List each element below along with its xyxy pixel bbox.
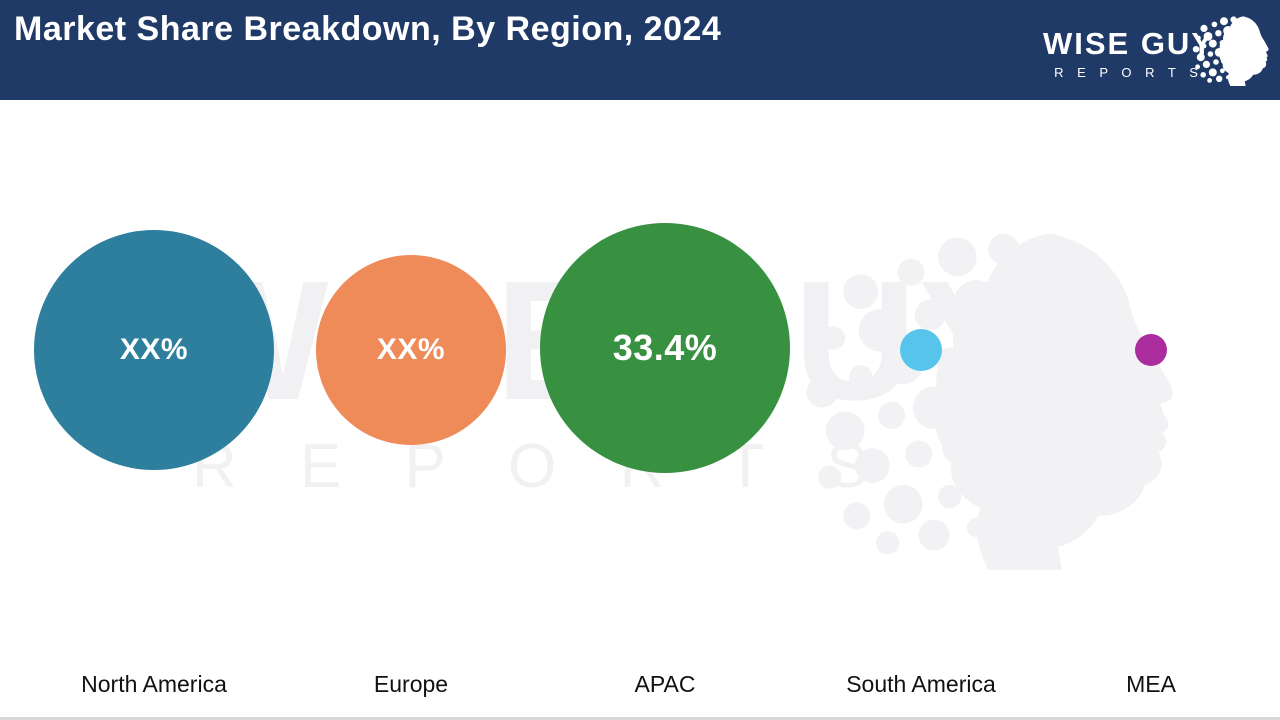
bubble-value-north-america: XX% <box>119 333 189 366</box>
wiseguy-logo: WISE GUY R E P O R T S <box>1043 6 1272 94</box>
head-profile-icon <box>1192 16 1269 86</box>
category-label-apac: APAC <box>634 671 696 697</box>
bubble-south-america <box>900 329 942 371</box>
bubble-europe: XX% <box>316 255 506 445</box>
bottom-divider <box>0 717 1280 720</box>
category-label-mea: MEA <box>1126 671 1176 697</box>
category-label-south-america: South America <box>846 671 996 697</box>
bubble-apac: 33.4% <box>540 223 790 473</box>
bubble-value-apac: 33.4% <box>612 327 718 368</box>
logo-subtext: R E P O R T S <box>1054 65 1203 80</box>
watermark-head-icon <box>806 233 1173 570</box>
category-label-europe: Europe <box>373 671 449 697</box>
bubble-value-europe: XX% <box>376 333 446 366</box>
category-label-north-america: North America <box>81 671 227 697</box>
header-bar: Market Share Breakdown, By Region, 2024 … <box>0 0 1280 100</box>
page-title: Market Share Breakdown, By Region, 2024 <box>14 10 722 48</box>
logo-wordmark-block: WISE GUY R E P O R T S <box>1043 26 1214 80</box>
bubble-mea <box>1135 334 1167 366</box>
logo-wordmark: WISE GUY <box>1042 26 1214 61</box>
watermark-reports: R E P O R T S <box>192 432 891 501</box>
bubble-north-america: XX% <box>34 230 274 470</box>
